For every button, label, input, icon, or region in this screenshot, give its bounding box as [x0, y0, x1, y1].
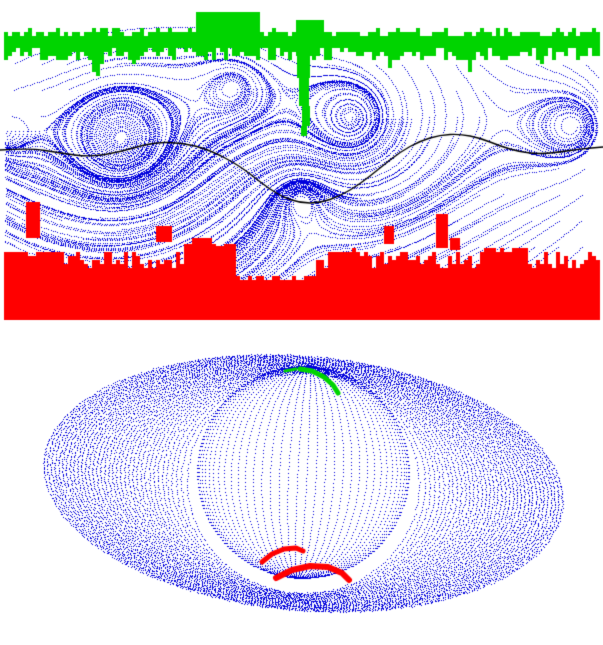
field-line-figure [0, 0, 603, 645]
field-line-canvas [0, 0, 603, 645]
